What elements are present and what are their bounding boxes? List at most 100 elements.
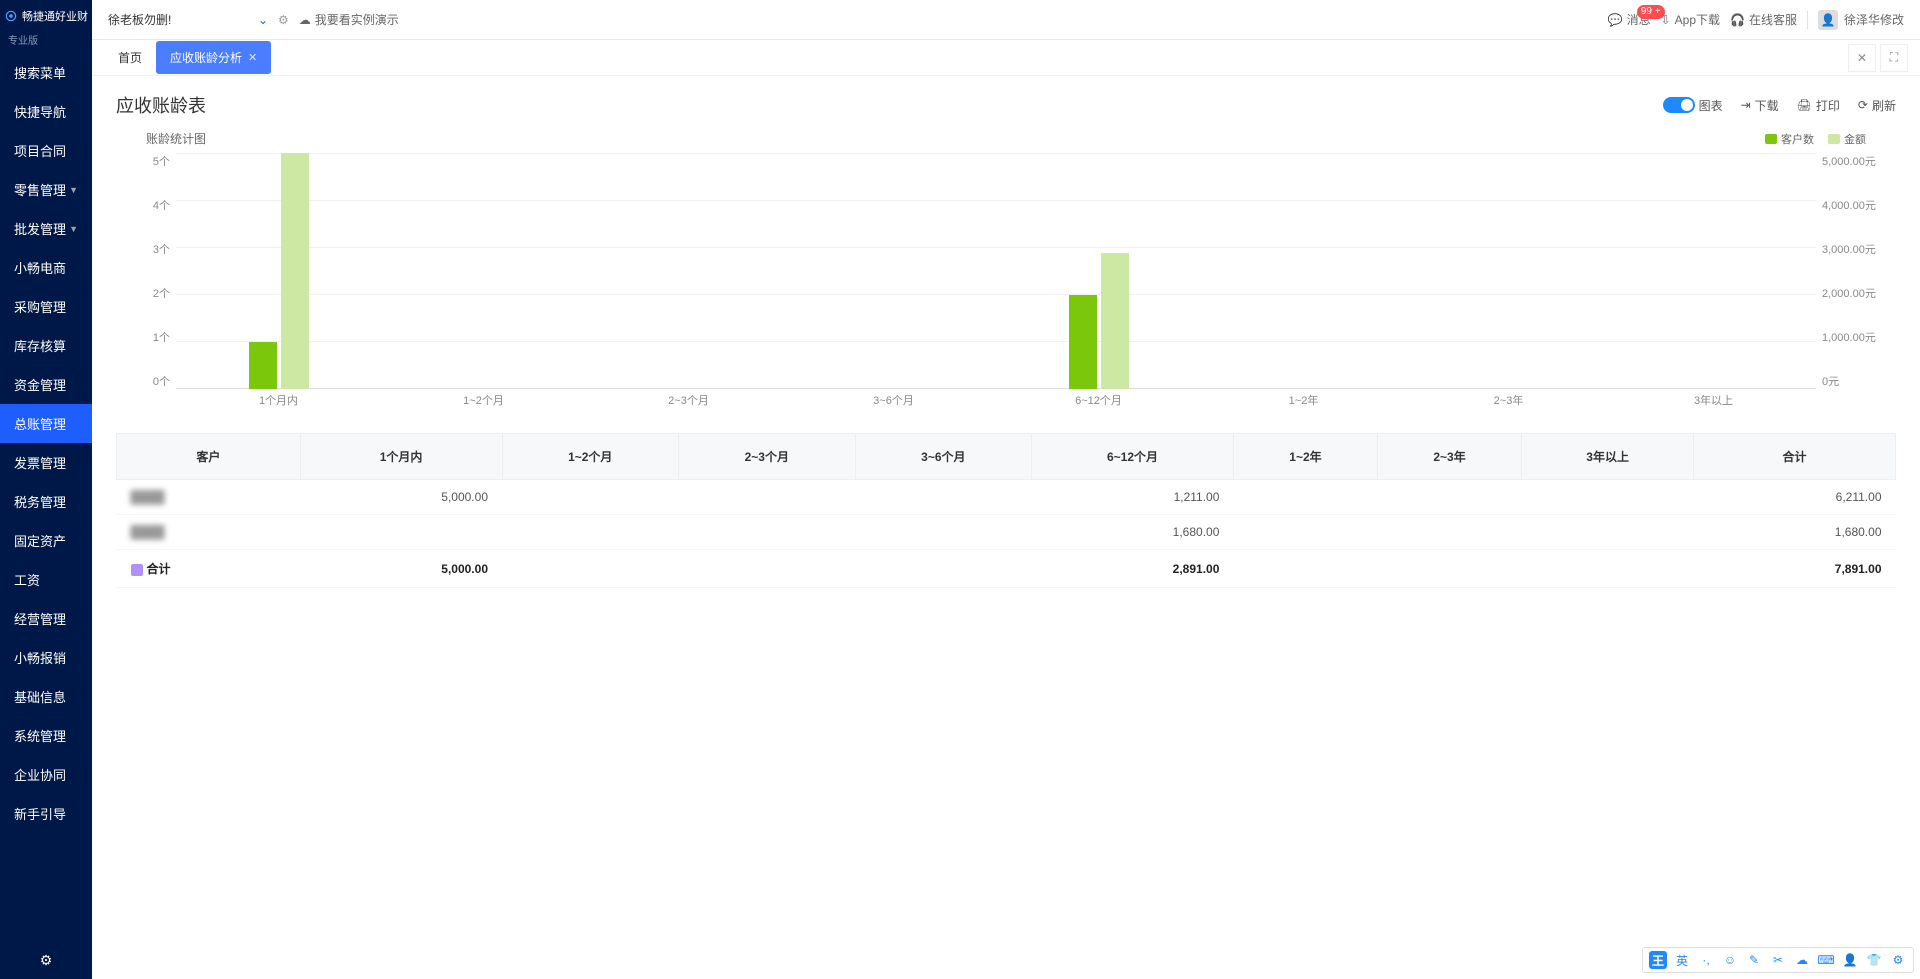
- x-tick: 2~3年: [1406, 389, 1611, 413]
- sidebar-item-14[interactable]: 经营管理: [0, 599, 92, 638]
- y-axis-right: 5,000.00元4,000.00元3,000.00元2,000.00元1,00…: [1816, 153, 1896, 413]
- value-cell: 1,211.00: [1032, 480, 1234, 515]
- sidebar-item-19[interactable]: 新手引导: [0, 794, 92, 833]
- table-header-cell: 3~6个月: [855, 434, 1032, 480]
- sidebar-item-label: 税务管理: [14, 492, 66, 511]
- ime-settings-icon[interactable]: ⚙: [1889, 951, 1907, 969]
- refresh-button[interactable]: ⟳ 刷新: [1858, 97, 1896, 114]
- user-menu[interactable]: 👤 徐泽华修改: [1818, 10, 1904, 30]
- ime-shirt-icon[interactable]: 👕: [1865, 951, 1883, 969]
- sidebar-item-18[interactable]: 企业协同: [0, 755, 92, 794]
- demo-link[interactable]: ☁ 我要看实例演示: [299, 11, 399, 28]
- settings-icon[interactable]: ⚙: [40, 952, 53, 968]
- bar-group: [1611, 153, 1816, 389]
- print-button[interactable]: 🖨 打印: [1797, 97, 1840, 114]
- sidebar-item-label: 零售管理: [14, 180, 66, 199]
- y-tick-right: 3,000.00元: [1822, 241, 1876, 257]
- y-tick-left: 1个: [153, 329, 170, 345]
- value-cell: [679, 480, 856, 515]
- switch-icon[interactable]: [1663, 97, 1695, 113]
- sidebar-item-5[interactable]: 小畅电商: [0, 248, 92, 287]
- total-value-cell: [855, 550, 1032, 588]
- chart-title: 账龄统计图: [146, 130, 206, 147]
- value-cell: 1,680.00: [1032, 515, 1234, 550]
- sidebar-item-8[interactable]: 资金管理: [0, 365, 92, 404]
- customer-cell: ████: [117, 480, 301, 515]
- online-service-button[interactable]: 🎧 在线客服: [1730, 11, 1797, 28]
- value-cell: 5,000.00: [300, 480, 502, 515]
- x-tick: 6~12个月: [996, 389, 1201, 413]
- download-button[interactable]: ⇥ 下载: [1741, 97, 1779, 114]
- value-cell: [300, 515, 502, 550]
- sidebar-item-17[interactable]: 系统管理: [0, 716, 92, 755]
- aging-chart: 账龄统计图 客户数 金额 5个4个3个2个1个0个: [116, 130, 1896, 413]
- sidebar-item-label: 批发管理: [14, 219, 66, 238]
- print-label: 打印: [1816, 97, 1840, 114]
- page-content: 应收账龄表 图表 ⇥ 下载 🖨 打印 ⟳: [92, 76, 1920, 979]
- bar-amount[interactable]: [1101, 253, 1129, 389]
- sidebar-item-label: 工资: [14, 570, 40, 589]
- sidebar-item-12[interactable]: 固定资产: [0, 521, 92, 560]
- sidebar-item-0[interactable]: 搜索菜单: [0, 53, 92, 92]
- download-icon: ⇩: [1661, 13, 1671, 27]
- sidebar-item-10[interactable]: 发票管理: [0, 443, 92, 482]
- brand-logo: 畅捷通好业财: [0, 0, 92, 32]
- org-selector[interactable]: 徐老板勿删! ⌄: [108, 11, 268, 28]
- messages-button[interactable]: 💬 消息 99 +: [1608, 11, 1651, 28]
- table-header-cell: 1~2个月: [502, 434, 679, 480]
- sidebar-item-1[interactable]: 快捷导航: [0, 92, 92, 131]
- ime-lang-button[interactable]: 英: [1673, 951, 1691, 969]
- legend-customers[interactable]: 客户数: [1765, 131, 1814, 147]
- tab-close-all-button[interactable]: ✕: [1848, 44, 1876, 72]
- table-header-cell: 2~3年: [1378, 434, 1522, 480]
- y-tick-left: 0个: [153, 373, 170, 389]
- bar-amount[interactable]: [281, 153, 309, 389]
- legend-amount[interactable]: 金额: [1828, 131, 1866, 147]
- tab-home[interactable]: 首页: [104, 41, 156, 74]
- legend-label: 金额: [1844, 131, 1866, 147]
- org-settings-icon[interactable]: ⚙: [278, 13, 289, 27]
- sidebar: 畅捷通好业财 专业版 搜索菜单快捷导航项目合同零售管理▼批发管理▼小畅电商采购管…: [0, 0, 92, 979]
- sidebar-item-3[interactable]: 零售管理▼: [0, 170, 92, 209]
- cloud-icon: ☁: [299, 13, 311, 27]
- ime-punct-icon[interactable]: ·,: [1697, 951, 1715, 969]
- topbar: 徐老板勿删! ⌄ ⚙ ☁ 我要看实例演示 💬 消息 99 + ⇩ App下载 🎧…: [92, 0, 1920, 40]
- x-tick: 1~2个月: [381, 389, 586, 413]
- value-cell: [1233, 480, 1377, 515]
- total-icon: [131, 564, 143, 576]
- refresh-label: 刷新: [1872, 97, 1896, 114]
- sidebar-item-16[interactable]: 基础信息: [0, 677, 92, 716]
- ime-keyboard-icon[interactable]: ⌨: [1817, 951, 1835, 969]
- x-tick: 3~6个月: [791, 389, 996, 413]
- bar-customers[interactable]: [249, 342, 277, 389]
- sidebar-item-6[interactable]: 采购管理: [0, 287, 92, 326]
- tab-fullscreen-button[interactable]: ⛶: [1880, 44, 1908, 72]
- bar-customers[interactable]: [1069, 295, 1097, 389]
- sidebar-item-11[interactable]: 税务管理: [0, 482, 92, 521]
- bar-group: [791, 153, 996, 389]
- headset-icon: 🎧: [1730, 13, 1745, 27]
- value-cell: [1522, 515, 1694, 550]
- ime-emoji-icon[interactable]: ☺: [1721, 951, 1739, 969]
- sidebar-item-7[interactable]: 库存核算: [0, 326, 92, 365]
- ime-person-icon[interactable]: 👤: [1841, 951, 1859, 969]
- sidebar-item-2[interactable]: 项目合同: [0, 131, 92, 170]
- value-cell: [502, 480, 679, 515]
- sidebar-item-9[interactable]: 总账管理: [0, 404, 92, 443]
- ime-cloud-icon[interactable]: ☁: [1793, 951, 1811, 969]
- table-header-cell: 6~12个月: [1032, 434, 1234, 480]
- ime-pen-icon[interactable]: ✎: [1745, 951, 1763, 969]
- chart-toggle[interactable]: 图表: [1663, 97, 1723, 114]
- sidebar-item-15[interactable]: 小畅报销: [0, 638, 92, 677]
- download-label: 下载: [1755, 97, 1779, 114]
- sidebar-item-4[interactable]: 批发管理▼: [0, 209, 92, 248]
- sidebar-item-label: 新手引导: [14, 804, 66, 823]
- app-download-button[interactable]: ⇩ App下载: [1661, 11, 1720, 28]
- value-cell: [502, 515, 679, 550]
- close-icon[interactable]: ✕: [248, 51, 257, 64]
- tab-aging-analysis[interactable]: 应收账龄分析 ✕: [156, 41, 271, 74]
- ime-main-button[interactable]: 王: [1649, 951, 1667, 969]
- ime-scissors-icon[interactable]: ✂: [1769, 951, 1787, 969]
- legend-swatch: [1828, 134, 1840, 144]
- sidebar-item-13[interactable]: 工资: [0, 560, 92, 599]
